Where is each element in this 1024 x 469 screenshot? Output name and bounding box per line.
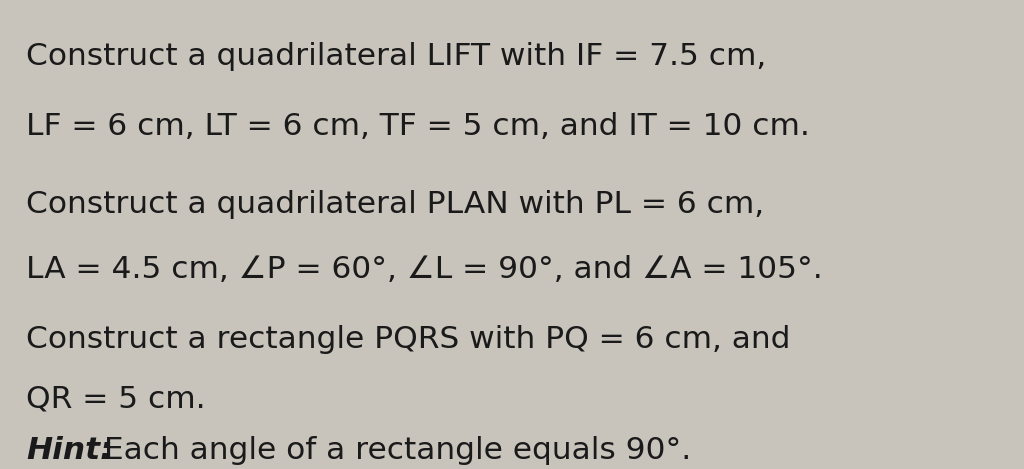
Text: Construct a quadrilateral PLAN with PL = 6 cm,: Construct a quadrilateral PLAN with PL =…	[27, 190, 765, 219]
Text: LA = 4.5 cm, ∠P = 60°, ∠L = 90°, and ∠A = 105°.: LA = 4.5 cm, ∠P = 60°, ∠L = 90°, and ∠A …	[27, 255, 823, 284]
Text: LF = 6 cm, LT = 6 cm, TF = 5 cm, and IT = 10 cm.: LF = 6 cm, LT = 6 cm, TF = 5 cm, and IT …	[27, 112, 810, 141]
Text: Hint:: Hint:	[27, 436, 113, 465]
Text: QR = 5 cm.: QR = 5 cm.	[27, 385, 206, 414]
Text: Construct a rectangle PQRS with PQ = 6 cm, and: Construct a rectangle PQRS with PQ = 6 c…	[27, 325, 791, 354]
Text: Each angle of a rectangle equals 90°.: Each angle of a rectangle equals 90°.	[94, 436, 691, 465]
Text: Construct a quadrilateral LIFT with IF = 7.5 cm,: Construct a quadrilateral LIFT with IF =…	[27, 42, 767, 71]
